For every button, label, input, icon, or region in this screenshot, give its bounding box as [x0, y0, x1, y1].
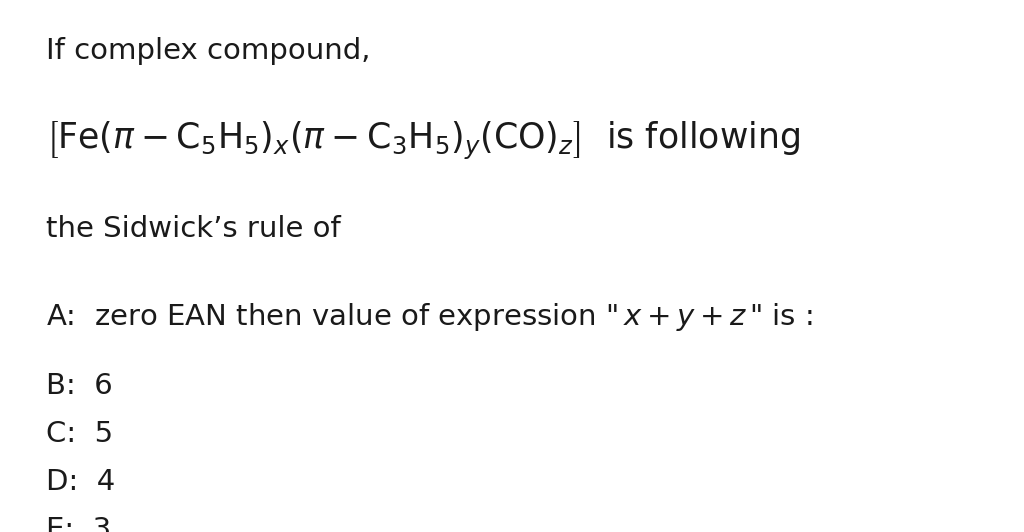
Text: A:  zero EAN then value of expression "$\,x+y+z\,$" is :: A: zero EAN then value of expression "$\…: [46, 301, 813, 332]
Text: E:  3: E: 3: [46, 516, 112, 532]
Text: the Sidwick’s rule of: the Sidwick’s rule of: [46, 215, 341, 244]
Text: If complex compound,: If complex compound,: [46, 37, 371, 65]
Text: C:  5: C: 5: [46, 420, 114, 448]
Text: $\left[\mathrm{Fe}\left(\pi-\mathrm{C_5H_5}\right)_x\left(\pi-\mathrm{C_3H_5}\ri: $\left[\mathrm{Fe}\left(\pi-\mathrm{C_5H…: [46, 120, 800, 162]
Text: D:  4: D: 4: [46, 468, 116, 496]
Text: B:  6: B: 6: [46, 372, 113, 401]
